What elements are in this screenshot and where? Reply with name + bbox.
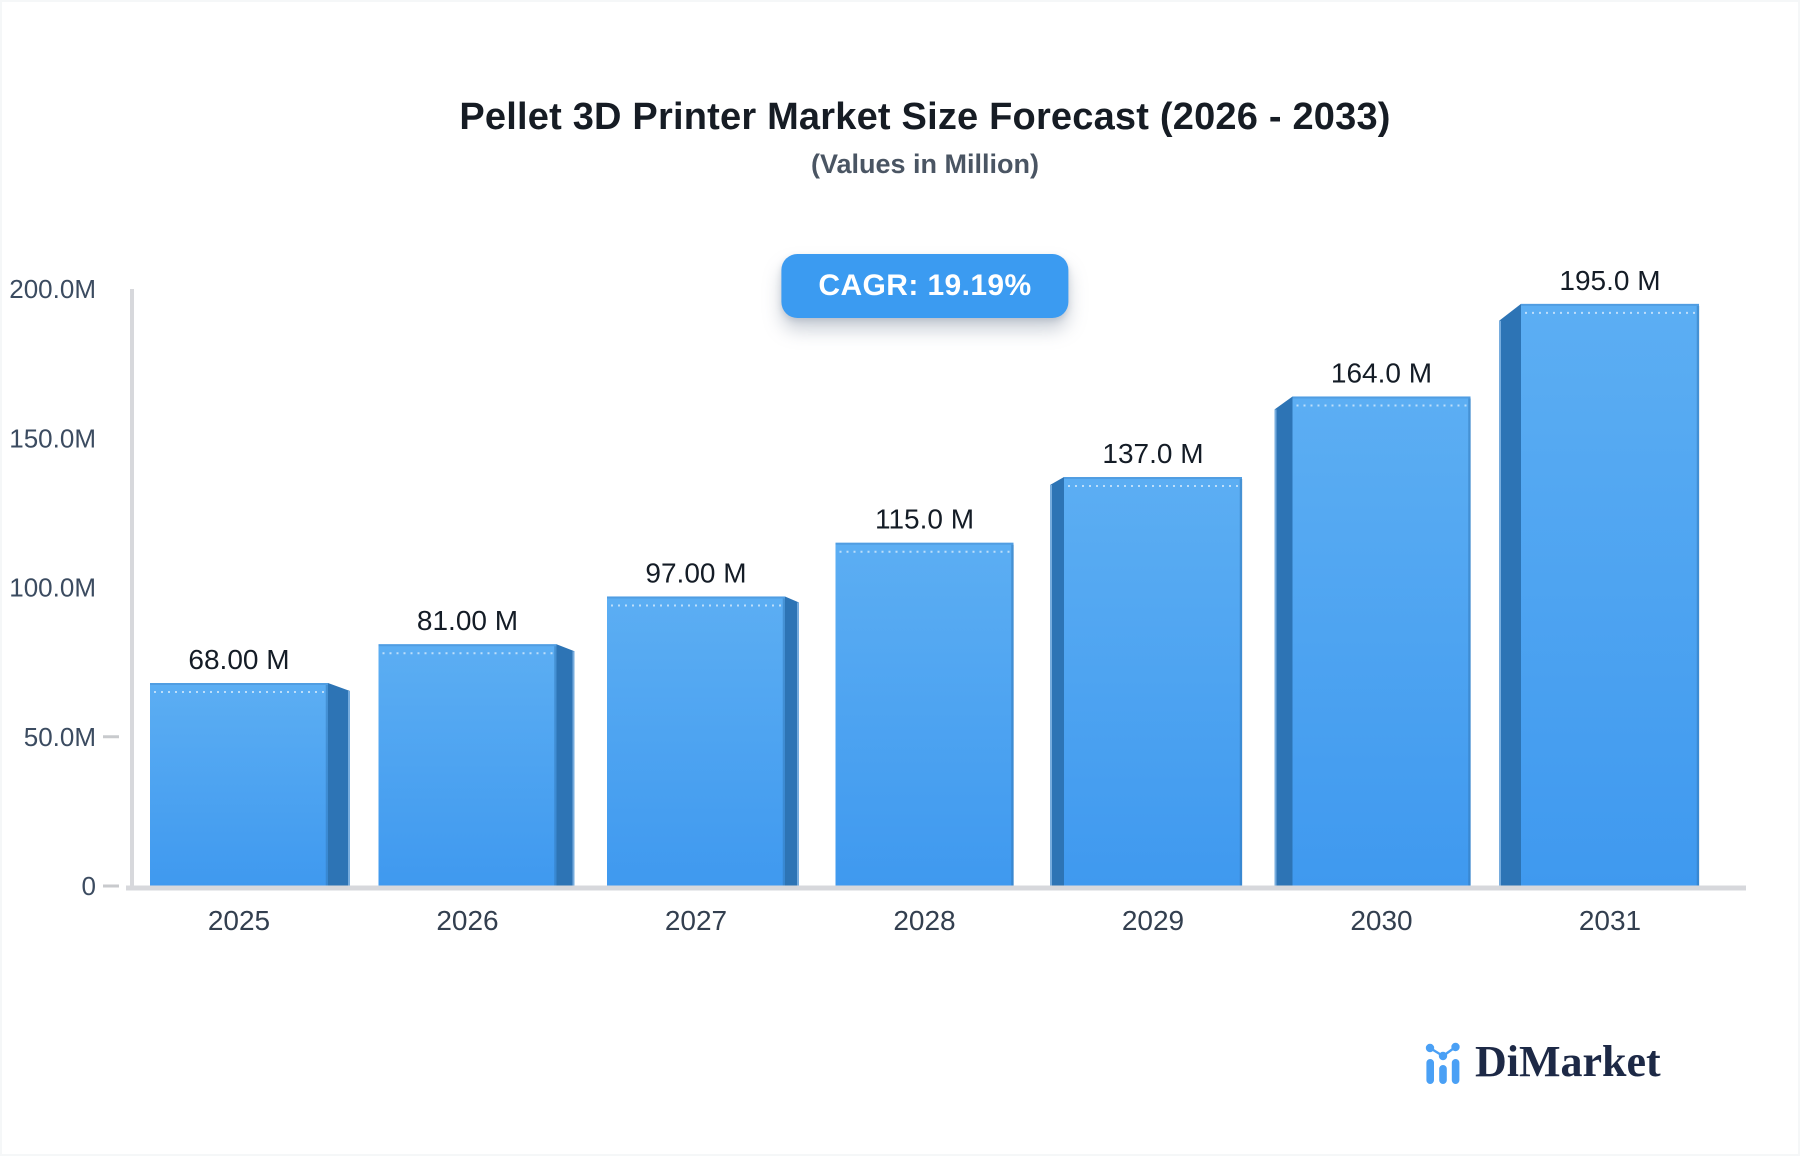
bar-2025[interactable] [150,683,328,886]
bar-2029[interactable] [1064,477,1242,886]
bar-value-label: 115.0 M [875,504,974,535]
bar-group-2027: 97.00 M 2027 [607,557,799,936]
bar-side-panel [1050,477,1064,886]
cagr-badge: CAGR: 19.19% [781,254,1069,318]
bar-value-label: 81.00 M [417,605,518,636]
x-tick-label: 2031 [1579,905,1641,936]
chart-subtitle: (Values in Million) [810,149,1040,179]
x-tick-label: 2029 [1122,905,1184,936]
chart-title: Pellet 3D Printer Market Size Forecast (… [459,96,1391,138]
bar-2030[interactable] [1292,396,1471,886]
bar-value-label: 164.0 M [1331,357,1432,388]
bar-group-2025: 68.00 M 2025 [150,644,350,936]
bar-group-2029: 137.0 M 2029 [1050,438,1243,936]
y-tick-label: 150.0M [9,423,96,453]
bar-group-2028: 115.0 M 2028 [835,504,1014,936]
x-tick-label: 2026 [436,905,498,936]
bar-2027[interactable] [607,596,785,886]
x-tick-label: 2025 [208,905,270,936]
bar-2031[interactable] [1521,303,1699,886]
brand-name: DiMarket [1475,1037,1661,1086]
bar-group-2030: 164.0 M 2030 [1274,357,1471,936]
x-tick-label: 2027 [665,905,727,936]
y-tick-label: 100.0M [9,573,96,603]
bar-value-label: 137.0 M [1102,438,1203,469]
brand-logo: DiMarket [1424,1040,1661,1084]
x-tick-label: 2028 [893,905,955,936]
bar-value-label: 195.0 M [1559,265,1660,296]
x-tick-label: 2030 [1350,905,1412,936]
dimarket-logo-icon [1425,1042,1460,1084]
bar-side-panel [785,596,799,886]
bar-group-2031: 195.0 M 2031 [1499,265,1700,936]
y-tick-label: 200.0M [9,274,96,304]
bar-side-panel [556,644,575,886]
bar-group-2026: 81.00 M 2026 [378,605,575,936]
bar-2028[interactable] [835,542,1014,886]
bar-side-panel [1499,303,1521,886]
y-tick-label: 50.0M [24,722,96,752]
y-tick-label: 0 [82,871,96,901]
bar-side-panel [1274,396,1293,886]
bar-value-label: 68.00 M [188,644,289,675]
bar-side-panel [328,683,350,886]
bar-value-label: 97.00 M [645,557,746,588]
bar-2026[interactable] [378,644,557,886]
